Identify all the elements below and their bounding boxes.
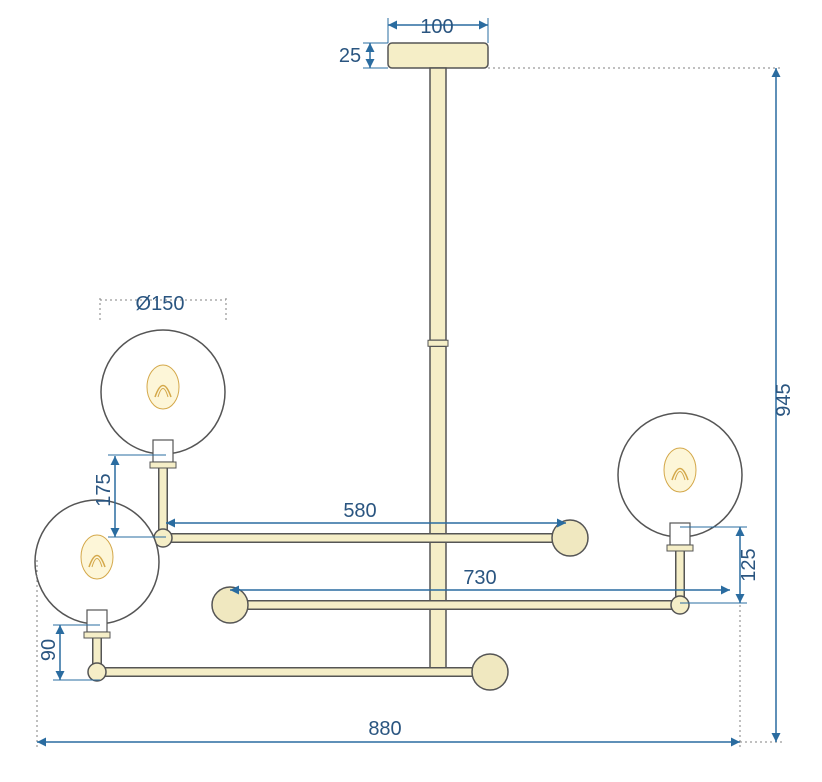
chandelier-dimension-diagram: 100 25 Ø150 175 580 730 125 90 880 945 [0, 0, 822, 782]
dim-label-arm1_vertical: 175 [93, 473, 115, 506]
dim-label-total_height: 945 [773, 383, 795, 416]
dim-label-total_width: 880 [368, 718, 401, 740]
dim-label-arm3_vertical: 90 [38, 639, 60, 661]
dim-label-globe_diameter: Ø150 [136, 293, 185, 315]
lamp-body [35, 43, 742, 690]
dim-label-mount_height: 25 [339, 45, 361, 67]
dim-label-arm1_horizontal: 580 [343, 500, 376, 522]
dim-label-arm2_horizontal: 730 [463, 567, 496, 589]
dim-label-arm2_vertical: 125 [738, 548, 760, 581]
dim-label-mount_width: 100 [420, 16, 453, 38]
